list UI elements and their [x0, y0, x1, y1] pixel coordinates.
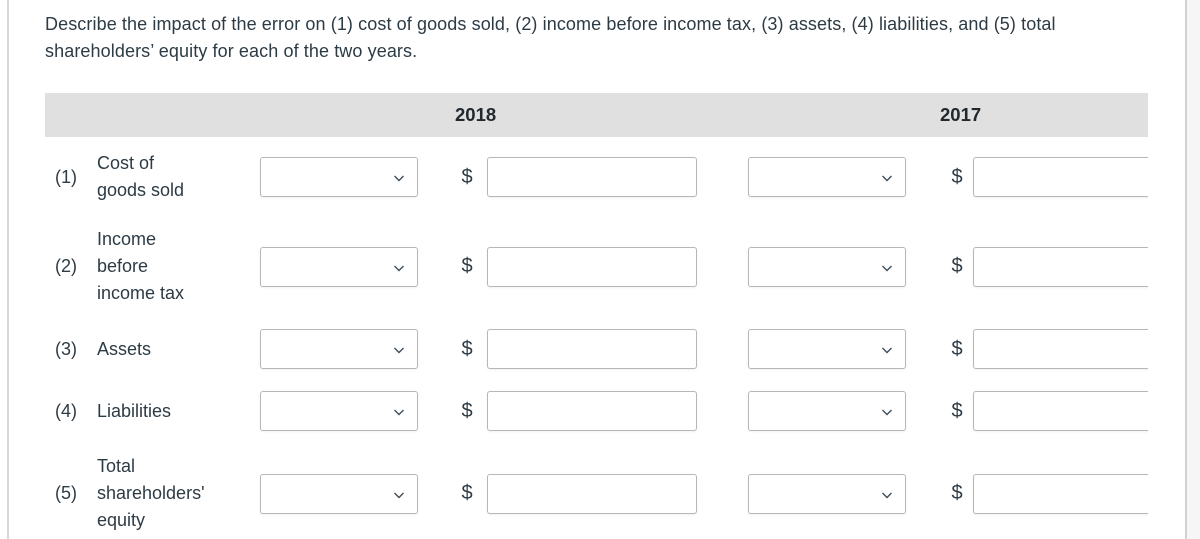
row-label-line: before [97, 256, 149, 276]
impact-select-2017[interactable] [748, 157, 906, 197]
answer-rows: (1) Cost of goods sold $ $ (2) Income [45, 150, 1148, 534]
currency-symbol: $ [461, 255, 473, 277]
row-number: (1) [55, 166, 77, 187]
chevron-down-icon [882, 175, 892, 182]
impact-select-2017[interactable] [748, 473, 906, 514]
amount-input-2018[interactable] [487, 473, 697, 514]
impact-select-2018[interactable] [260, 329, 418, 369]
year-header-2018: 2018 [455, 104, 497, 125]
row-label-line: Liabilities [97, 400, 172, 421]
row-label-line: Income [97, 229, 157, 249]
currency-symbol: $ [461, 337, 473, 360]
amount-input-2017[interactable] [973, 246, 1148, 287]
year-header-2017: 2017 [940, 104, 982, 125]
currency-symbol: $ [461, 399, 473, 422]
chevron-down-icon [394, 347, 404, 354]
impact-select-2018[interactable] [260, 246, 418, 287]
amount-input-2018[interactable] [487, 157, 697, 197]
row-number: (3) [55, 338, 77, 359]
left-panel-border [7, 0, 9, 539]
row-label: Assets [97, 336, 197, 363]
chevron-down-icon [394, 175, 404, 182]
chevron-down-icon [394, 492, 404, 498]
row-number: (5) [55, 483, 77, 503]
row-label: Liabilities [97, 398, 197, 425]
amount-input-2017[interactable] [973, 329, 1148, 369]
row-label-line: equity [97, 510, 146, 530]
impact-select-2018[interactable] [260, 157, 418, 197]
row-label-line: Total [97, 456, 136, 476]
row-label-line: income tax [97, 283, 185, 303]
table-row-income-before-income-tax: (2) Income before income tax $ $ [45, 226, 1148, 307]
amount-input-2018[interactable] [487, 391, 697, 431]
table-row-cost-of-goods-sold: (1) Cost of goods sold $ $ [45, 150, 1148, 204]
currency-symbol: $ [951, 255, 963, 277]
currency-symbol: $ [951, 337, 963, 360]
row-number: (4) [55, 400, 77, 421]
table-row-liabilities: (4) Liabilities $ $ [45, 391, 1148, 431]
row-label: Cost of goods sold [97, 150, 197, 204]
scroll-divider [1185, 0, 1200, 539]
chevron-down-icon [882, 409, 892, 416]
currency-symbol: $ [461, 482, 473, 504]
amount-input-2017[interactable] [973, 391, 1148, 431]
row-label-line: goods sold [97, 180, 185, 200]
row-label-line: Cost of [97, 153, 155, 173]
chevron-down-icon [882, 347, 892, 354]
currency-symbol: $ [461, 165, 473, 188]
impact-select-2017[interactable] [748, 329, 906, 369]
table-row-assets: (3) Assets $ $ [45, 329, 1148, 369]
chevron-down-icon [394, 409, 404, 416]
chevron-down-icon [882, 265, 892, 271]
content-area: Describe the impact of the error on (1) … [45, 0, 1148, 539]
amount-input-2017[interactable] [973, 157, 1148, 197]
impact-select-2018[interactable] [260, 391, 418, 431]
question-text: Describe the impact of the error on (1) … [45, 14, 1056, 61]
impact-select-2017[interactable] [748, 391, 906, 431]
table-year-header: 2018 2017 [45, 93, 1148, 137]
currency-symbol: $ [951, 482, 963, 504]
amount-input-2017[interactable] [973, 473, 1148, 514]
row-label: Income before income tax [97, 226, 197, 307]
chevron-down-icon [394, 265, 404, 271]
amount-input-2018[interactable] [487, 246, 697, 287]
currency-symbol: $ [951, 399, 963, 422]
row-number: (2) [55, 256, 77, 276]
currency-symbol: $ [951, 165, 963, 188]
table-row-total-shareholders-equity: (5) Total shareholders' equity $ $ [45, 453, 1148, 534]
impact-select-2017[interactable] [748, 246, 906, 287]
row-label-line: shareholders' [97, 483, 205, 503]
impact-select-2018[interactable] [260, 473, 418, 514]
row-label-line: Assets [97, 338, 152, 359]
row-label: Total shareholders' equity [97, 453, 205, 534]
chevron-down-icon [882, 492, 892, 498]
amount-input-2018[interactable] [487, 329, 697, 369]
